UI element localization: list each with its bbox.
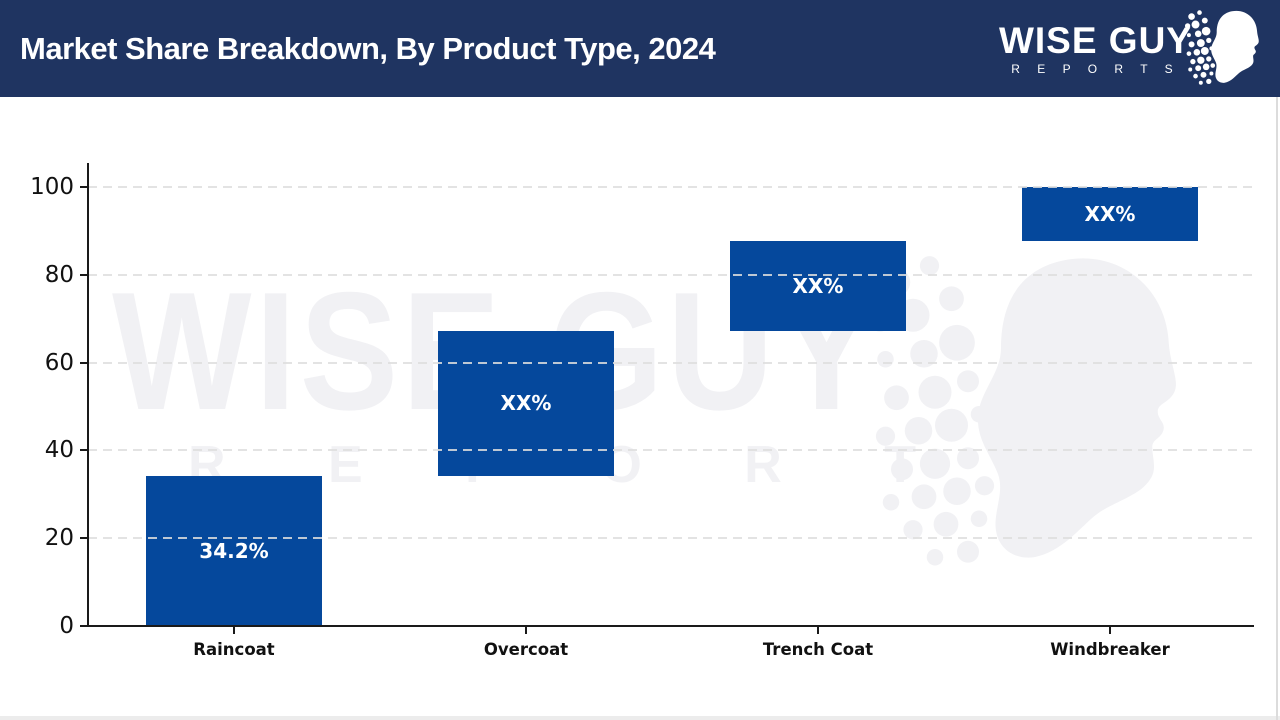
bar-value-label-overcoat: XX% [500, 391, 552, 416]
wiseguy-logo: WISE GUY R E P O R T S [999, 6, 1266, 92]
y-axis-line [87, 163, 89, 627]
bar-raincoat: 34.2% [146, 475, 322, 626]
bar-overcoat: XX% [438, 330, 614, 476]
y-tick-80 [80, 273, 88, 276]
y-tick-0 [80, 625, 88, 627]
bar-value-label-trench-coat: XX% [792, 273, 844, 298]
x-tick-label-raincoat: Raincoat [193, 640, 275, 659]
gridline-40 [88, 449, 1256, 452]
bar-trench-coat: XX% [730, 241, 906, 331]
plot-area: 0 20 40 60 80 100 34.2% Raincoat XX% Overcoat XX% T… [0, 97, 1280, 720]
y-tick-label-20: 20 [44, 525, 74, 552]
x-tick-label-overcoat: Overcoat [483, 640, 569, 659]
y-tick-40 [80, 449, 88, 452]
bar-value-label-windbreaker: XX% [1084, 202, 1136, 227]
gridline-80 [88, 273, 1256, 276]
y-tick-label-100: 100 [30, 174, 74, 200]
gridline-60 [88, 361, 1256, 364]
header: Market Share Breakdown, By Product Type,… [0, 0, 1280, 97]
page-right-edge [1276, 97, 1278, 720]
y-tick-label-0: 0 [59, 613, 74, 639]
x-tick-overcoat [525, 626, 527, 634]
page-bottom-edge [0, 716, 1280, 720]
bar-windbreaker: XX% [1022, 187, 1198, 242]
logo-line1: WISE GUY [998, 20, 1192, 62]
y-tick-20 [80, 537, 88, 540]
x-tick-label-windbreaker: Windbreaker [1050, 640, 1170, 659]
page-title: Market Share Breakdown, By Product Type,… [20, 30, 716, 66]
y-tick-label-40: 40 [44, 437, 74, 464]
bar-value-label-raincoat: 34.2% [199, 538, 269, 563]
wiseguy-face-icon [1184, 10, 1259, 85]
y-tick-label-80: 80 [44, 261, 74, 288]
y-tick-label-60: 60 [44, 349, 74, 376]
x-tick-windbreaker [1109, 626, 1111, 634]
y-tick-60 [80, 361, 88, 364]
x-tick-raincoat [233, 626, 235, 634]
logo-line2: R E P O R T S [1011, 61, 1180, 76]
x-axis-line [87, 625, 1254, 627]
gridline-20 [88, 537, 1256, 540]
logo-wordmark: WISE GUY R E P O R T S [998, 20, 1192, 76]
x-tick-label-trench-coat: Trench Coat [762, 640, 874, 659]
y-tick-100 [80, 186, 88, 188]
x-tick-trench-coat [817, 626, 819, 634]
gridline-100 [88, 186, 1256, 188]
